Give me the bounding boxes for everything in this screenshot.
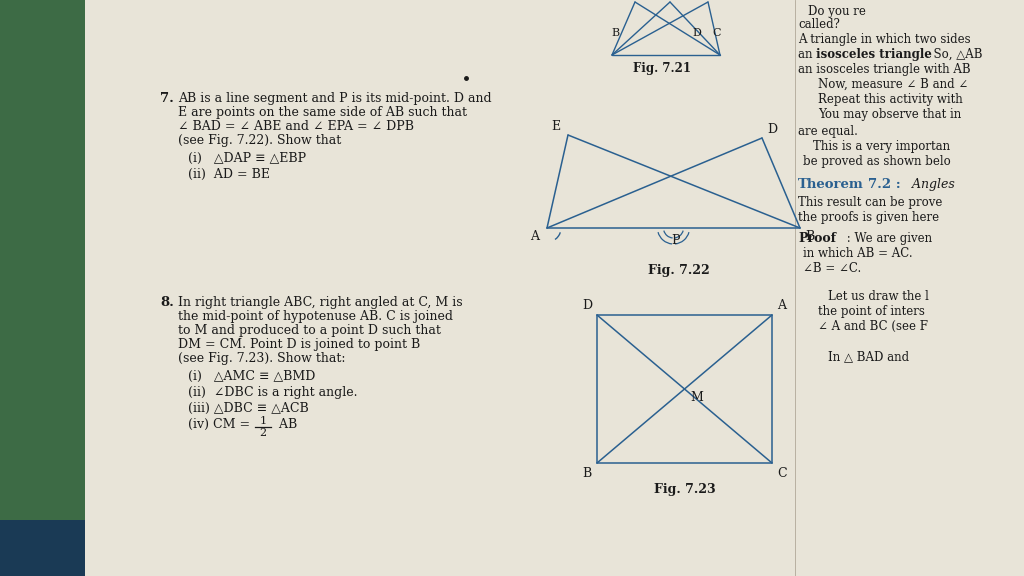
Text: 7.: 7. (160, 92, 174, 105)
Text: B: B (805, 230, 814, 243)
Text: (iii) △DBC ≡ △ACB: (iii) △DBC ≡ △ACB (188, 402, 309, 415)
Text: B: B (612, 28, 620, 38)
Text: A triangle in which two sides: A triangle in which two sides (798, 33, 971, 46)
Text: Theorem: Theorem (798, 178, 864, 191)
Text: (see Fig. 7.23). Show that:: (see Fig. 7.23). Show that: (178, 352, 345, 365)
Text: (ii)  ∠DBC is a right angle.: (ii) ∠DBC is a right angle. (188, 386, 357, 399)
Text: in which AB = AC.: in which AB = AC. (803, 247, 912, 260)
Text: A: A (530, 230, 539, 243)
Text: the point of inters: the point of inters (818, 305, 925, 318)
Text: be proved as shown belo: be proved as shown belo (803, 155, 950, 168)
Text: ∠ A and BC (see F: ∠ A and BC (see F (818, 320, 928, 333)
Text: : We are given: : We are given (843, 232, 932, 245)
Text: (i)   △DAP ≡ △EBP: (i) △DAP ≡ △EBP (188, 152, 306, 165)
Bar (0, 520, 85, 576)
Text: DM = CM. Point D is joined to point B: DM = CM. Point D is joined to point B (178, 338, 420, 351)
Text: AB: AB (275, 418, 297, 431)
Text: E: E (551, 120, 560, 133)
Text: D: D (767, 123, 777, 136)
Text: isosceles triangle: isosceles triangle (816, 48, 932, 61)
Text: D: D (692, 28, 700, 38)
Text: Let us draw the l: Let us draw the l (828, 290, 929, 303)
Text: You may observe that in: You may observe that in (818, 108, 962, 121)
Text: D: D (582, 299, 592, 312)
Text: This result can be prove: This result can be prove (798, 196, 942, 209)
Text: In △ BAD and: In △ BAD and (828, 350, 909, 363)
Text: M: M (690, 391, 703, 404)
Text: In right triangle ABC, right angled at C, M is: In right triangle ABC, right angled at C… (178, 296, 463, 309)
Text: C: C (712, 28, 721, 38)
Text: P: P (672, 234, 680, 247)
Text: B: B (583, 467, 592, 480)
Text: the mid-point of hypotenuse AB. C is joined: the mid-point of hypotenuse AB. C is joi… (178, 310, 453, 323)
Text: Fig. 7.23: Fig. 7.23 (653, 483, 716, 496)
Text: (ii)  AD = BE: (ii) AD = BE (188, 168, 270, 181)
Text: are equal.: are equal. (798, 125, 858, 138)
Text: Fig. 7.22: Fig. 7.22 (647, 264, 710, 277)
Bar (0, 0, 85, 576)
Text: (see Fig. 7.22). Show that: (see Fig. 7.22). Show that (178, 134, 341, 147)
Text: E are points on the same side of AB such that: E are points on the same side of AB such… (178, 106, 467, 119)
Text: Do you re: Do you re (808, 5, 866, 18)
Text: 1: 1 (259, 416, 266, 426)
Text: ∠ BAD = ∠ ABE and ∠ EPA = ∠ DPB: ∠ BAD = ∠ ABE and ∠ EPA = ∠ DPB (178, 120, 414, 133)
Text: ∠B = ∠C.: ∠B = ∠C. (803, 262, 861, 275)
Text: the proofs is given here: the proofs is given here (798, 211, 939, 224)
Text: an: an (798, 48, 816, 61)
Text: an isosceles triangle with AB: an isosceles triangle with AB (798, 63, 971, 76)
Text: Repeat this activity with: Repeat this activity with (818, 93, 963, 106)
Text: Angles: Angles (908, 178, 954, 191)
Text: Fig. 7.21: Fig. 7.21 (633, 62, 691, 75)
Text: AB is a line segment and P is its mid-point. D and: AB is a line segment and P is its mid-po… (178, 92, 492, 105)
Text: Now, measure ∠ B and ∠: Now, measure ∠ B and ∠ (818, 78, 969, 91)
Text: A: A (777, 299, 786, 312)
Text: This is a very importan: This is a very importan (813, 140, 950, 153)
Text: 2: 2 (259, 428, 266, 438)
Text: C: C (777, 467, 786, 480)
Text: (i)   △AMC ≡ △BMD: (i) △AMC ≡ △BMD (188, 370, 315, 383)
Text: 8.: 8. (160, 296, 174, 309)
Text: 7.2 :: 7.2 : (868, 178, 901, 191)
Text: Proof: Proof (798, 232, 836, 245)
Text: . So, △AB: . So, △AB (926, 48, 982, 61)
Text: called?: called? (798, 18, 840, 31)
Text: to M and produced to a point D such that: to M and produced to a point D such that (178, 324, 441, 337)
Text: (iv) CM =: (iv) CM = (188, 418, 250, 431)
